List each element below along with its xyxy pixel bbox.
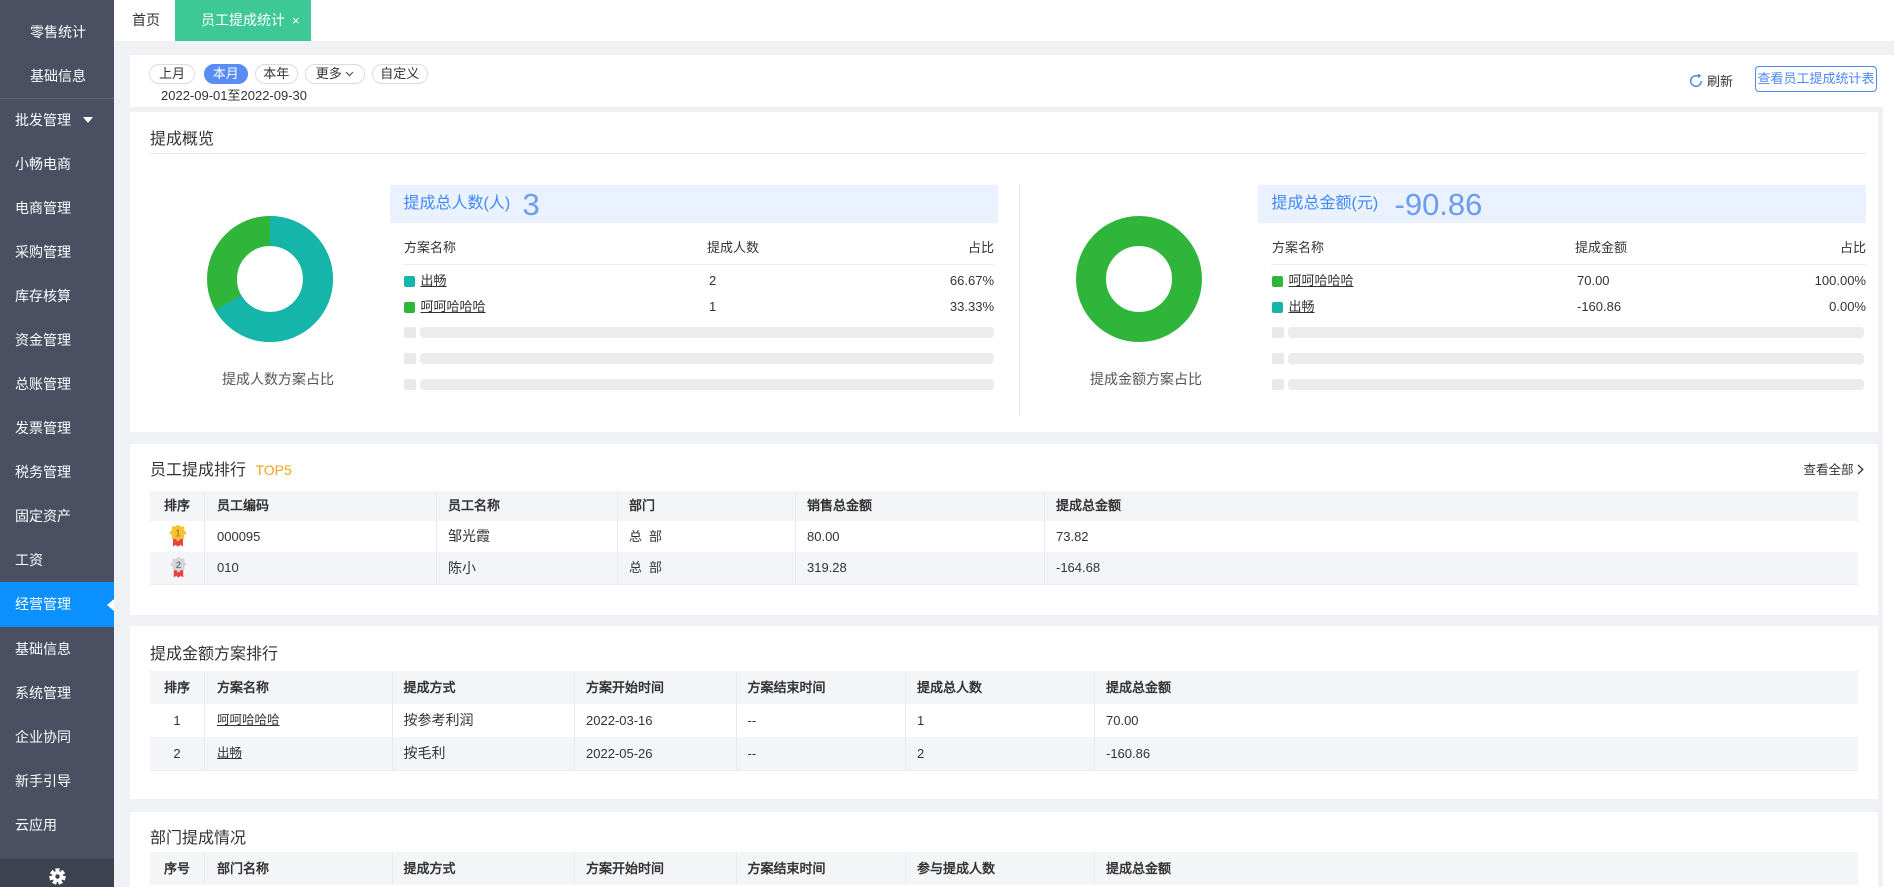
svg-text:2: 2 <box>175 560 180 571</box>
svg-text:1: 1 <box>175 528 181 539</box>
